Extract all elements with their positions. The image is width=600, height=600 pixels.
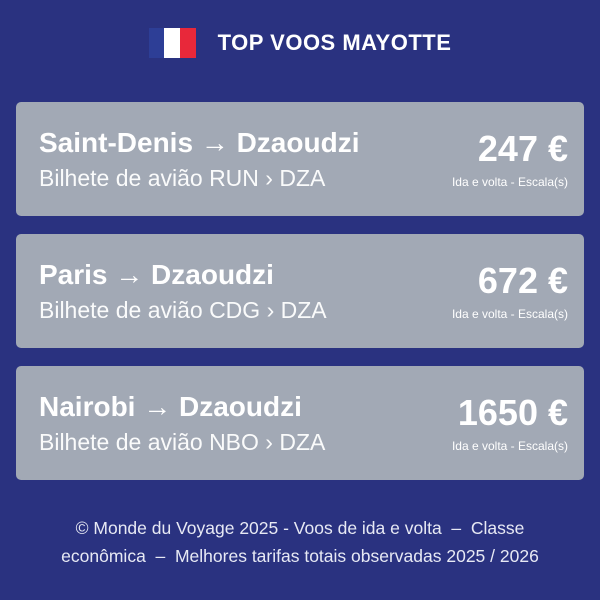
- footer-line-1: © Monde du Voyage 2025 - Voos de ida e v…: [75, 518, 525, 538]
- route-title: Saint-Denis → Dzaoudzi: [39, 126, 360, 158]
- header: TOP VOOS MAYOTTE: [0, 0, 600, 58]
- price-block: 672 € Ida e volta - Escala(s): [452, 261, 568, 321]
- flight-card-nairobi-dzaoudzi[interactable]: Nairobi → Dzaoudzi Bilhete de avião NBO …: [16, 366, 584, 480]
- flight-card-list: Saint-Denis → Dzaoudzi Bilhete de avião …: [16, 102, 584, 480]
- route-title: Paris → Dzaoudzi: [39, 258, 274, 290]
- route-title: Nairobi → Dzaoudzi: [39, 390, 302, 422]
- price-value: 672 €: [477, 260, 568, 302]
- fare-note: Ida e volta - Escala(s): [451, 306, 568, 321]
- fare-note: Ida e volta - Escala(s): [451, 174, 568, 189]
- fare-note: Ida e volta - Escala(s): [451, 438, 568, 453]
- flight-card-saint-denis-dzaoudzi[interactable]: Saint-Denis → Dzaoudzi Bilhete de avião …: [16, 102, 584, 216]
- france-flag-icon: [148, 28, 196, 58]
- price-block: 247 € Ida e volta - Escala(s): [452, 129, 568, 189]
- page-title: TOP VOOS MAYOTTE: [217, 30, 452, 55]
- price-block: 1650 € Ida e volta - Escala(s): [452, 393, 568, 453]
- flag-white-stripe: [164, 28, 180, 58]
- price-value: 247 €: [477, 128, 568, 170]
- flight-card-paris-dzaoudzi[interactable]: Paris → Dzaoudzi Bilhete de avião CDG › …: [16, 234, 584, 348]
- footer-line-2: econômica – Melhores tarifas totais obse…: [61, 546, 539, 566]
- flag-red-stripe: [179, 28, 196, 58]
- price-value: 1650 €: [457, 392, 568, 434]
- ticket-subtitle: Bilhete de avião RUN › DZA: [39, 164, 326, 191]
- flight-info: Nairobi → Dzaoudzi Bilhete de avião NBO …: [39, 390, 325, 456]
- flight-info: Saint-Denis → Dzaoudzi Bilhete de avião …: [39, 126, 359, 192]
- flag-blue-stripe: [148, 28, 165, 58]
- ticket-subtitle: Bilhete de avião CDG › DZA: [39, 296, 327, 323]
- footer: © Monde du Voyage 2025 - Voos de ida e v…: [0, 514, 600, 570]
- flight-info: Paris → Dzaoudzi Bilhete de avião CDG › …: [39, 258, 327, 324]
- ticket-subtitle: Bilhete de avião NBO › DZA: [39, 428, 326, 455]
